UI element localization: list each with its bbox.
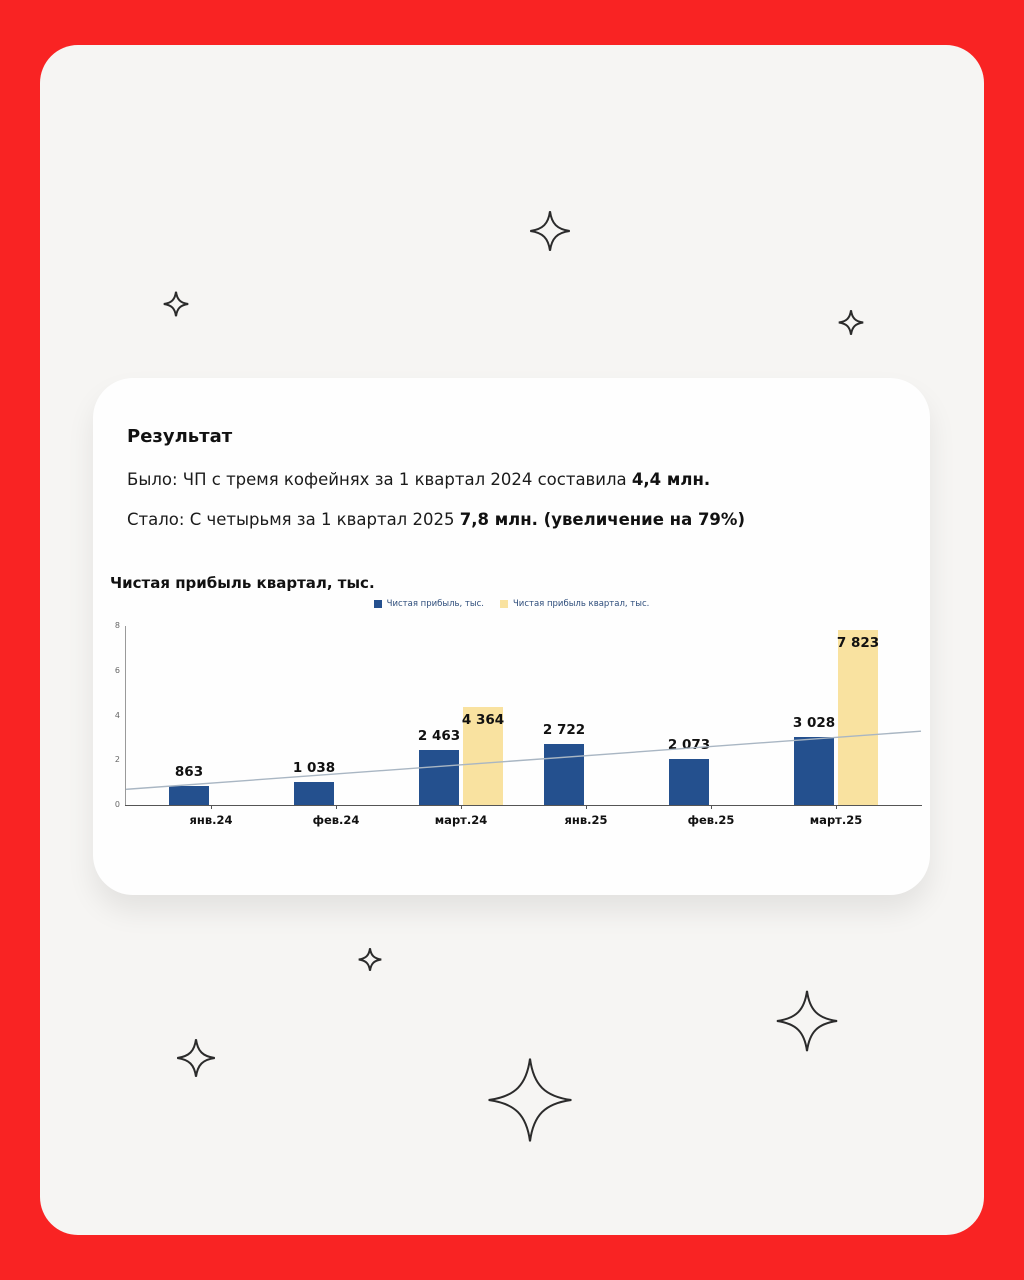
- legend-item-quarterly: Чистая прибыль квартал, тыс.: [499, 599, 650, 609]
- x-axis-category-label: янв.24: [189, 813, 233, 827]
- sparkle-icon: [838, 308, 864, 337]
- bar-value-label: 1 038: [292, 759, 336, 776]
- sparkle-icon: [775, 985, 839, 1057]
- chart-legend: Чистая прибыль, тыс. Чистая прибыль квар…: [93, 599, 930, 609]
- bar-monthly: [419, 749, 459, 805]
- x-axis-category-label: фев.24: [312, 813, 360, 827]
- before-line-value: 4,4 млн.: [631, 470, 711, 489]
- sparkle-icon: [176, 1035, 216, 1081]
- sparkle-icon: [486, 1054, 574, 1146]
- x-axis-category-label: март.24: [434, 813, 488, 827]
- x-axis-category-label: фев.25: [687, 813, 735, 827]
- x-axis-tick: [586, 805, 587, 809]
- after-line-value: 7,8 млн. (увеличение на 79%): [459, 510, 745, 529]
- x-axis-category-label: март.25: [809, 813, 863, 827]
- sparkle-icon: [529, 207, 571, 255]
- before-line-text: Было: ЧП с тремя кофейнях за 1 квартал 2…: [127, 470, 632, 489]
- before-line: Было: ЧП с тремя кофейнях за 1 квартал 2…: [127, 470, 710, 489]
- x-axis-line: [125, 805, 922, 806]
- result-card: Результат Было: ЧП с тремя кофейнях за 1…: [93, 378, 930, 895]
- chart-plot-area: 0 2 4 6 8 863 янв.24 1 038 фев.24 2 463 4 364 март.…: [115, 621, 922, 827]
- x-axis-tick: [211, 805, 212, 809]
- legend-label-quarterly: Чистая прибыль квартал, тыс.: [512, 599, 650, 609]
- x-axis-tick: [836, 805, 837, 809]
- y-axis-tick-label: 8: [114, 621, 120, 630]
- legend-swatch-monthly: [373, 600, 382, 608]
- y-axis-tick-label: 2: [114, 755, 120, 765]
- sparkle-icon: [358, 946, 382, 973]
- bar-value-label: 4 364: [461, 712, 505, 729]
- bar-quarterly: [838, 629, 878, 805]
- bar-quarterly: [463, 707, 503, 805]
- bar-value-label: 7 823: [836, 634, 880, 651]
- bar-value-label: 2 463: [417, 727, 461, 744]
- legend-item-monthly: Чистая прибыль, тыс.: [373, 599, 484, 609]
- bar-value-label: 863: [174, 763, 204, 780]
- x-axis-tick: [711, 805, 712, 809]
- chart-title: Чистая прибыль квартал, тыс.: [110, 574, 375, 592]
- bar-value-label: 2 722: [542, 722, 586, 739]
- y-axis-tick-label: 6: [114, 665, 120, 675]
- y-axis-tick-label: 4: [114, 710, 120, 720]
- bar-monthly: [169, 785, 209, 805]
- x-axis-category-label: янв.25: [564, 813, 608, 827]
- bar-value-label: 3 028: [792, 715, 836, 732]
- y-axis-tick-label: 0: [114, 800, 120, 809]
- sparkle-icon: [163, 289, 189, 319]
- after-line-text: Стало: С четырьмя за 1 квартал 2025: [127, 510, 460, 529]
- bar-monthly: [669, 758, 709, 805]
- bar-monthly: [294, 781, 334, 805]
- trend-line: [125, 730, 922, 791]
- bar-monthly: [544, 744, 584, 805]
- after-line: Стало: С четырьмя за 1 квартал 2025 7,8 …: [127, 510, 745, 529]
- bar-monthly: [794, 737, 834, 805]
- x-axis-tick: [336, 805, 337, 809]
- legend-label-monthly: Чистая прибыль, тыс.: [386, 599, 484, 609]
- x-axis-tick: [461, 805, 462, 809]
- card-title: Результат: [127, 426, 233, 447]
- legend-swatch-quarterly: [499, 600, 508, 608]
